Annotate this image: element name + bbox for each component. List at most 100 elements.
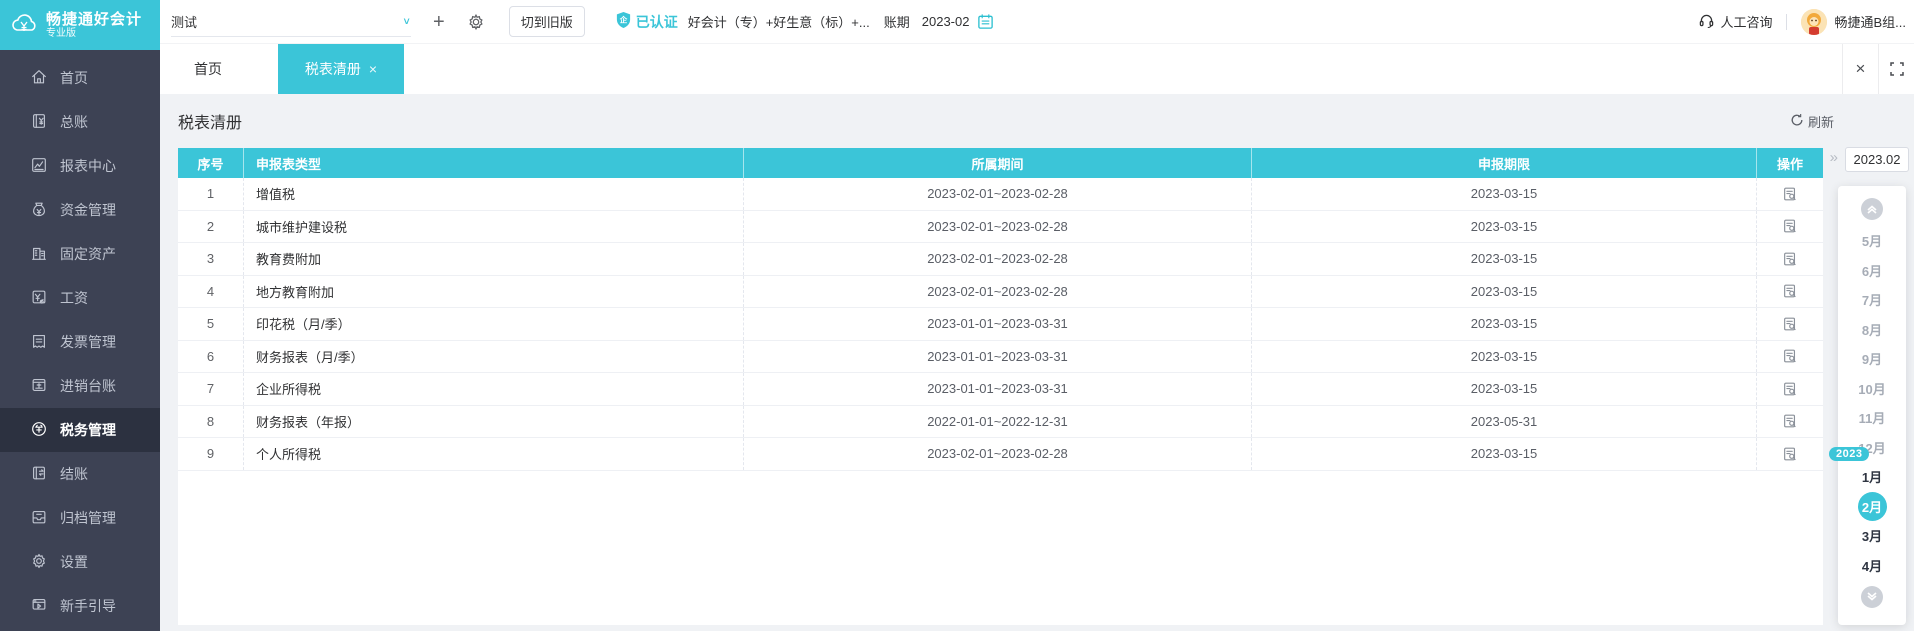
sidebar-item-label: 资金管理 bbox=[60, 202, 116, 218]
period-value[interactable]: 2023-02 bbox=[921, 14, 970, 29]
main-content: 税表清册 刷新 序号 申报表类型 所属期间 申报期限 操作 1 增值税 2023-02-01… bbox=[160, 94, 1914, 631]
fullscreen-icon[interactable] bbox=[1878, 44, 1914, 94]
sidebar-item-13[interactable]: 新手引导 bbox=[0, 584, 160, 628]
sidebar-item-10[interactable]: 结账 bbox=[0, 452, 160, 496]
cell-seq: 9 bbox=[178, 438, 244, 470]
view-report-icon[interactable] bbox=[1782, 381, 1798, 397]
cell-type: 企业所得税 bbox=[244, 373, 744, 405]
sidebar-item-11[interactable]: 归档管理 bbox=[0, 496, 160, 540]
cell-deadline: 2023-03-15 bbox=[1252, 308, 1757, 340]
column-header-5: 操作 bbox=[1776, 156, 1803, 172]
certified-badge[interactable]: 企 已认证 bbox=[615, 11, 678, 32]
view-report-icon[interactable] bbox=[1782, 316, 1798, 332]
username[interactable]: 畅捷通B组... bbox=[1834, 15, 1906, 30]
support-link[interactable]: 人工咨询 bbox=[1698, 12, 1772, 32]
switch-old-version-button[interactable]: 切到旧版 bbox=[508, 6, 585, 37]
month-item-8月[interactable]: 8月 bbox=[1861, 322, 1883, 338]
cell-deadline: 2023-03-15 bbox=[1252, 210, 1757, 242]
top-header: 测试 ∨ + 切到旧版 企 已认证 好会计（专）+好生意（标）+... 账期 2… bbox=[160, 0, 1914, 44]
refresh-label: 刷新 bbox=[1807, 114, 1834, 130]
cell-type: 印花税（月/季） bbox=[244, 308, 744, 340]
month-item-9月[interactable]: 9月 bbox=[1861, 352, 1883, 368]
table-row: 2 城市维护建设税 2023-02-01~2023-02-28 2023-03-15 bbox=[178, 210, 1823, 243]
sidebar-item-4[interactable]: 资金管理 bbox=[0, 188, 160, 232]
sidebar-item-label: 发票管理 bbox=[60, 334, 116, 350]
archive-icon bbox=[30, 508, 60, 529]
products-summary: 好会计（专）+好生意（标）+... bbox=[687, 15, 870, 30]
account-select[interactable]: 测试 ∨ bbox=[171, 7, 411, 37]
tax-icon bbox=[30, 420, 60, 441]
month-item-11月[interactable]: 11月 bbox=[1858, 411, 1886, 427]
calendar-icon[interactable] bbox=[977, 13, 994, 30]
headset-icon bbox=[1698, 12, 1720, 32]
refresh-button[interactable]: 刷新 bbox=[1790, 112, 1834, 131]
table-row: 8 财务报表（年报） 2022-01-01~2022-12-31 2023-05-31 bbox=[178, 405, 1823, 438]
cell-type: 个人所得税 bbox=[244, 438, 744, 470]
cell-period: 2023-02-01~2023-02-28 bbox=[744, 178, 1252, 210]
cell-actions bbox=[1757, 308, 1823, 340]
report-icon bbox=[30, 156, 60, 177]
sidebar-item-7[interactable]: 发票管理 bbox=[0, 320, 160, 364]
sidebar-item-2[interactable]: 总账 bbox=[0, 100, 160, 144]
table-header-row: 序号 申报表类型 所属期间 申报期限 操作 bbox=[178, 148, 1823, 178]
view-report-icon[interactable] bbox=[1782, 413, 1798, 429]
table-row: 6 财务报表（月/季） 2023-01-01~2023-03-31 2023-03-1… bbox=[178, 340, 1823, 373]
tab-home[interactable]: 首页 bbox=[194, 61, 222, 77]
sidebar-item-6[interactable]: 工资 bbox=[0, 276, 160, 320]
month-item-2月[interactable]: 2月 bbox=[1850, 491, 1894, 522]
tab-tax-register[interactable]: 税表清册 × bbox=[278, 44, 404, 94]
sidebar-item-5[interactable]: 固定资产 bbox=[0, 232, 160, 276]
sidebar-item-label: 首页 bbox=[60, 70, 88, 86]
sidebar-item-label: 进销台账 bbox=[60, 378, 116, 394]
cell-deadline: 2023-03-15 bbox=[1252, 275, 1757, 307]
cell-seq: 1 bbox=[178, 178, 244, 210]
sidebar-item-1[interactable]: 首页 bbox=[0, 56, 160, 100]
cell-actions bbox=[1757, 341, 1823, 373]
month-item-5月[interactable]: 5月 bbox=[1861, 234, 1883, 250]
sidebar-item-label: 税务管理 bbox=[60, 422, 116, 438]
cell-seq: 6 bbox=[178, 340, 244, 372]
sidebar-item-3[interactable]: 报表中心 bbox=[0, 144, 160, 188]
home-icon bbox=[30, 68, 60, 89]
tab-close-icon[interactable]: × bbox=[368, 61, 378, 77]
sidebar-item-8[interactable]: 进销台账 bbox=[0, 364, 160, 408]
table-body: 1 增值税 2023-02-01~2023-02-28 2023-03-15 2 城市维护… bbox=[178, 178, 1823, 471]
month-item-3月[interactable]: 3月 bbox=[1861, 529, 1883, 545]
view-report-icon[interactable] bbox=[1782, 348, 1798, 364]
sidebar-item-12[interactable]: 设置 bbox=[0, 540, 160, 584]
month-item-1月[interactable]: 1月 bbox=[1861, 470, 1883, 486]
chevron-down-icon: ∨ bbox=[402, 15, 411, 27]
view-report-icon[interactable] bbox=[1782, 251, 1798, 267]
scroll-up-button[interactable] bbox=[1861, 198, 1883, 220]
month-item-6月[interactable]: 6月 bbox=[1861, 263, 1883, 279]
sidebar-nav: 首页总账 报表中心资金管理固定资产 工资发票管理进销台账税务管理结账 归档管理 设置新手… bbox=[0, 56, 160, 628]
month-item-7月[interactable]: 7月 bbox=[1861, 293, 1883, 309]
scroll-down-button[interactable] bbox=[1861, 586, 1883, 608]
sidebar-item-9[interactable]: 税务管理 bbox=[0, 408, 160, 452]
tab-bar: 首页 税表清册 × × bbox=[160, 44, 1914, 94]
cell-seq: 4 bbox=[178, 275, 244, 307]
cell-period: 2023-02-01~2023-02-28 bbox=[744, 438, 1252, 470]
current-period-input[interactable]: 2023.02 bbox=[1845, 147, 1909, 172]
cell-actions bbox=[1757, 276, 1823, 308]
double-chevron-right-icon[interactable]: » bbox=[1829, 149, 1838, 166]
cell-type: 增值税 bbox=[244, 178, 744, 210]
view-report-icon[interactable] bbox=[1782, 218, 1798, 234]
add-account-button[interactable]: + bbox=[433, 10, 445, 33]
sidebar-item-label: 新手引导 bbox=[60, 598, 116, 614]
cell-deadline: 2023-03-15 bbox=[1252, 373, 1757, 405]
page-head: 税表清册 刷新 bbox=[178, 108, 1834, 134]
cloud-yuan-icon bbox=[10, 12, 46, 39]
cell-actions bbox=[1757, 178, 1823, 210]
month-item-4月[interactable]: 4月 bbox=[1861, 558, 1883, 574]
view-report-icon[interactable] bbox=[1782, 446, 1798, 462]
close-icon[interactable]: × bbox=[1842, 44, 1878, 94]
month-item-10月[interactable]: 10月 bbox=[1858, 381, 1886, 397]
year-badge: 2023 bbox=[1829, 447, 1870, 461]
view-report-icon[interactable] bbox=[1782, 186, 1798, 202]
cell-actions bbox=[1757, 373, 1823, 405]
gear-icon[interactable] bbox=[467, 13, 485, 31]
view-report-icon[interactable] bbox=[1782, 283, 1798, 299]
header-divider bbox=[1786, 13, 1788, 30]
monkey-avatar[interactable] bbox=[1801, 8, 1828, 35]
